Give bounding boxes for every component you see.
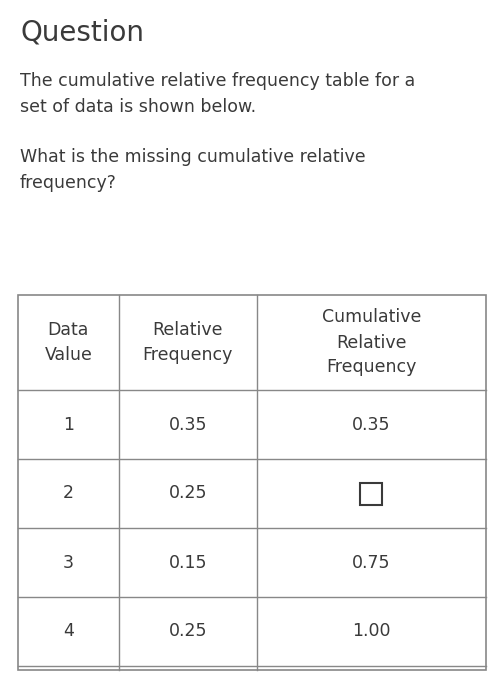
Text: 4: 4 [63, 622, 74, 640]
Text: Data
Value: Data Value [44, 321, 92, 364]
Text: 1: 1 [63, 416, 74, 433]
Text: Cumulative
Relative
Frequency: Cumulative Relative Frequency [322, 309, 421, 377]
Text: 0.35: 0.35 [352, 416, 391, 433]
Bar [360, 482, 383, 505]
Text: Relative
Frequency: Relative Frequency [143, 321, 233, 364]
Text: 0.25: 0.25 [168, 622, 207, 640]
Text: The cumulative relative frequency table for a
set of data is shown below.: The cumulative relative frequency table … [20, 72, 415, 116]
Text: 0.15: 0.15 [168, 554, 207, 571]
Text: 0.25: 0.25 [168, 484, 207, 503]
Text: Question: Question [20, 18, 144, 46]
Text: 2: 2 [63, 484, 74, 503]
Text: 0.75: 0.75 [352, 554, 391, 571]
Bar [18, 295, 486, 670]
Text: 0.35: 0.35 [168, 416, 207, 433]
Text: What is the missing cumulative relative
frequency?: What is the missing cumulative relative … [20, 148, 365, 192]
Text: 1.00: 1.00 [352, 622, 391, 640]
Text: 3: 3 [63, 554, 74, 571]
